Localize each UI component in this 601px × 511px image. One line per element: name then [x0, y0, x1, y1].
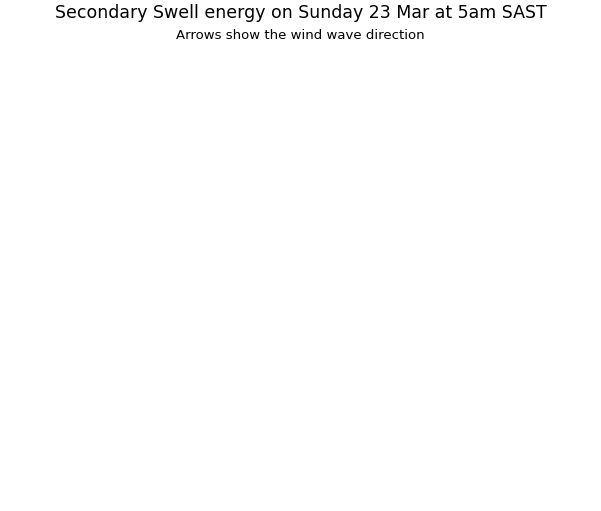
Text: Arrows show the wind wave direction: Arrows show the wind wave direction — [176, 30, 425, 42]
Text: Install cartopy for map rendering: Install cartopy for map rendering — [186, 271, 415, 285]
Text: Secondary Swell energy on Sunday 23 Mar at 5am SAST: Secondary Swell energy on Sunday 23 Mar … — [55, 5, 546, 22]
